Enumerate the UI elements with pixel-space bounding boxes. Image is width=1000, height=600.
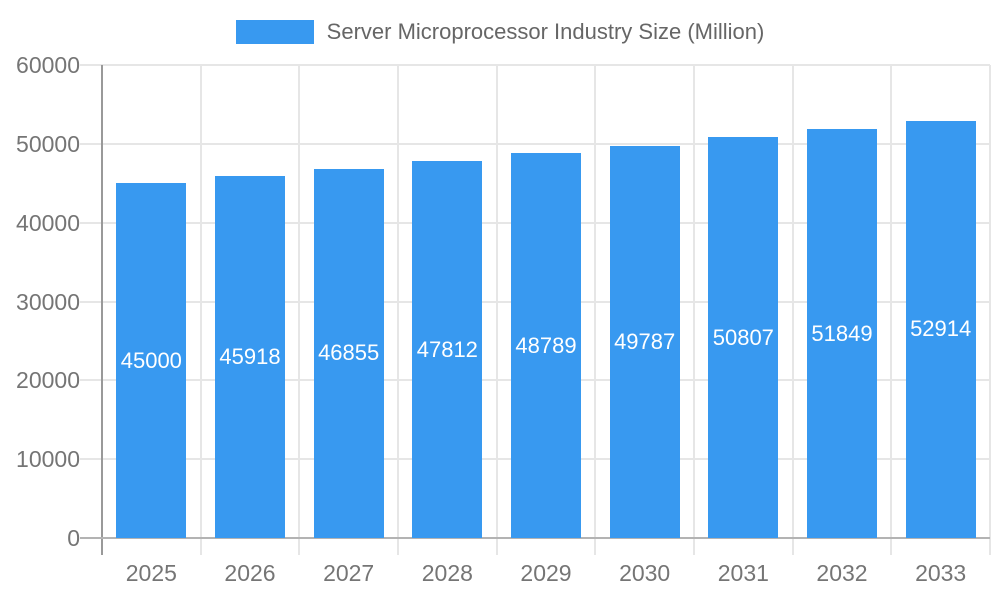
bar: 50807 xyxy=(708,137,779,538)
y-axis-tick-label: 10000 xyxy=(16,446,80,473)
y-axis-tick-label: 20000 xyxy=(16,367,80,394)
x-gridline xyxy=(397,65,399,555)
x-gridline xyxy=(495,65,498,555)
y-axis-tick-label: 0 xyxy=(67,525,80,551)
x-gridline xyxy=(199,65,202,555)
x-gridline xyxy=(298,65,301,555)
x-axis-tick-label: 2030 xyxy=(619,560,671,586)
bar-value-label: 50807 xyxy=(712,324,774,350)
bar: 46855 xyxy=(313,168,384,538)
bar-value-label: 47812 xyxy=(416,336,478,362)
bar-value-label: 51849 xyxy=(811,320,873,346)
y-axis-tick-label: 50000 xyxy=(16,130,80,157)
y-axis-tick-label: 60000 xyxy=(16,52,80,78)
bar-value-label: 48789 xyxy=(515,332,577,358)
plot-area: 0 10000 20000 30000 40000 50000 60000 45000 2025… xyxy=(16,52,991,586)
bar: 49787 xyxy=(609,145,680,538)
legend-label: Server Microprocessor Industry Size (Mil… xyxy=(326,19,765,44)
x-axis-tick-label: 2032 xyxy=(816,560,868,586)
y-gridline xyxy=(80,142,990,145)
bar-value-label: 45918 xyxy=(219,344,281,369)
x-axis-tick-label: 2031 xyxy=(717,560,769,586)
bar: 47812 xyxy=(412,161,483,538)
y-gridline xyxy=(80,64,990,66)
bar-value-label: 52914 xyxy=(910,316,972,342)
legend-swatch xyxy=(235,20,314,44)
y-axis-line xyxy=(101,65,103,555)
bar: 51849 xyxy=(807,129,877,538)
bar: 48789 xyxy=(511,153,581,538)
bar-value-label: 49787 xyxy=(614,328,676,354)
bar-value-label: 46855 xyxy=(318,340,380,366)
bar: 45918 xyxy=(215,176,285,538)
x-gridline xyxy=(594,65,597,555)
chart-legend: Server Microprocessor Industry Size (Mil… xyxy=(0,19,1000,45)
bar-value-label: 45000 xyxy=(120,347,182,373)
x-gridline xyxy=(791,65,794,555)
x-axis-tick-label: 2028 xyxy=(421,560,473,586)
x-gridline xyxy=(693,65,695,555)
x-axis-line xyxy=(80,537,990,539)
bar: 45000 xyxy=(116,183,187,538)
x-axis-tick-label: 2027 xyxy=(323,560,375,586)
x-axis-tick-label: 2025 xyxy=(125,560,177,586)
y-axis-tick-label: 40000 xyxy=(16,209,80,236)
x-gridline xyxy=(890,65,893,555)
x-gridline xyxy=(989,65,991,555)
bar: 52914 xyxy=(905,120,976,538)
x-axis-tick-label: 2033 xyxy=(915,560,967,586)
y-axis-tick-label: 30000 xyxy=(16,288,80,315)
x-axis-tick-label: 2029 xyxy=(520,560,572,586)
x-axis-tick-label: 2026 xyxy=(224,560,276,586)
